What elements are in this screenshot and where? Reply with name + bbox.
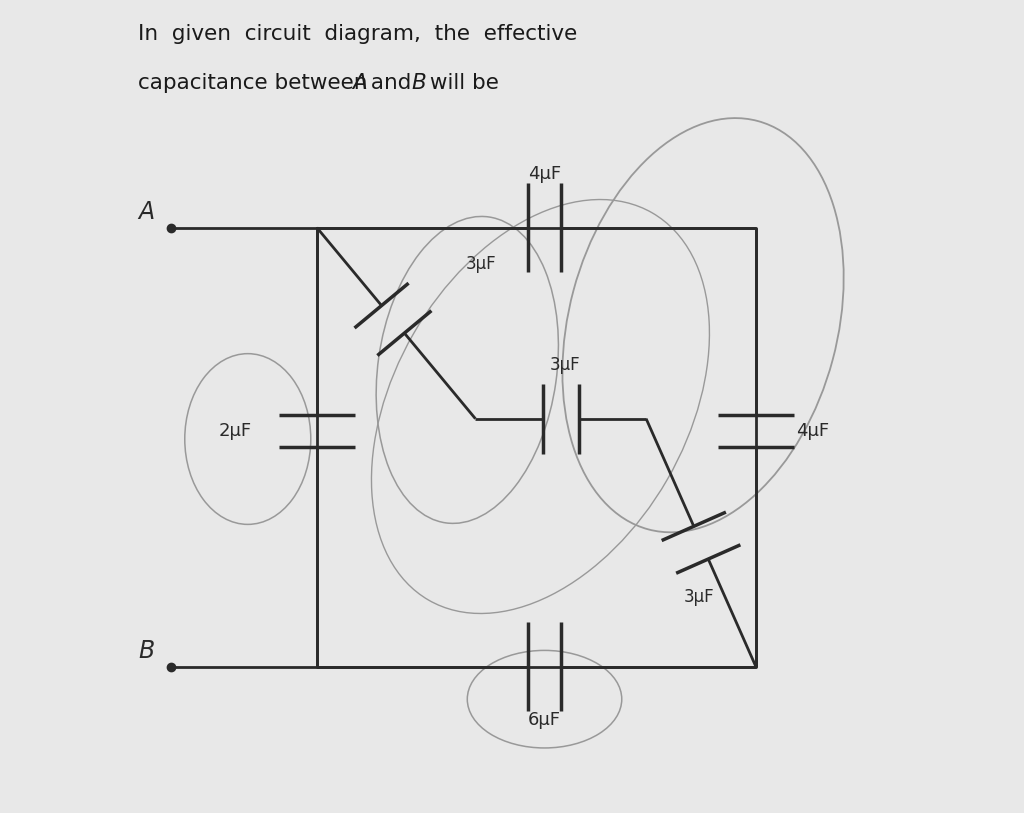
Text: 3μF: 3μF bbox=[550, 356, 581, 374]
Text: A: A bbox=[352, 73, 367, 93]
Text: will be: will be bbox=[423, 73, 500, 93]
Text: In  given  circuit  diagram,  the  effective: In given circuit diagram, the effective bbox=[138, 24, 578, 45]
Text: A: A bbox=[138, 199, 155, 224]
Text: 3μF: 3μF bbox=[683, 589, 714, 606]
Text: 3μF: 3μF bbox=[466, 255, 497, 273]
Text: and: and bbox=[365, 73, 418, 93]
Text: B: B bbox=[138, 638, 155, 663]
Text: 6μF: 6μF bbox=[528, 711, 561, 729]
Text: capacitance between: capacitance between bbox=[138, 73, 375, 93]
Text: 4μF: 4μF bbox=[528, 165, 561, 183]
Text: B: B bbox=[412, 73, 426, 93]
Text: 4μF: 4μF bbox=[797, 422, 829, 440]
Text: 2μF: 2μF bbox=[219, 422, 252, 440]
